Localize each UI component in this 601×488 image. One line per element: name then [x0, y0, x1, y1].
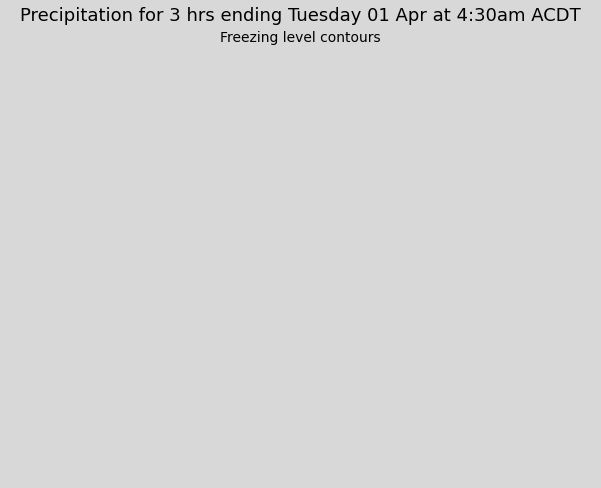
- Text: Freezing level contours: Freezing level contours: [220, 31, 381, 45]
- Text: Precipitation for 3 hrs ending Tuesday 01 Apr at 4:30am ACDT: Precipitation for 3 hrs ending Tuesday 0…: [20, 7, 581, 25]
